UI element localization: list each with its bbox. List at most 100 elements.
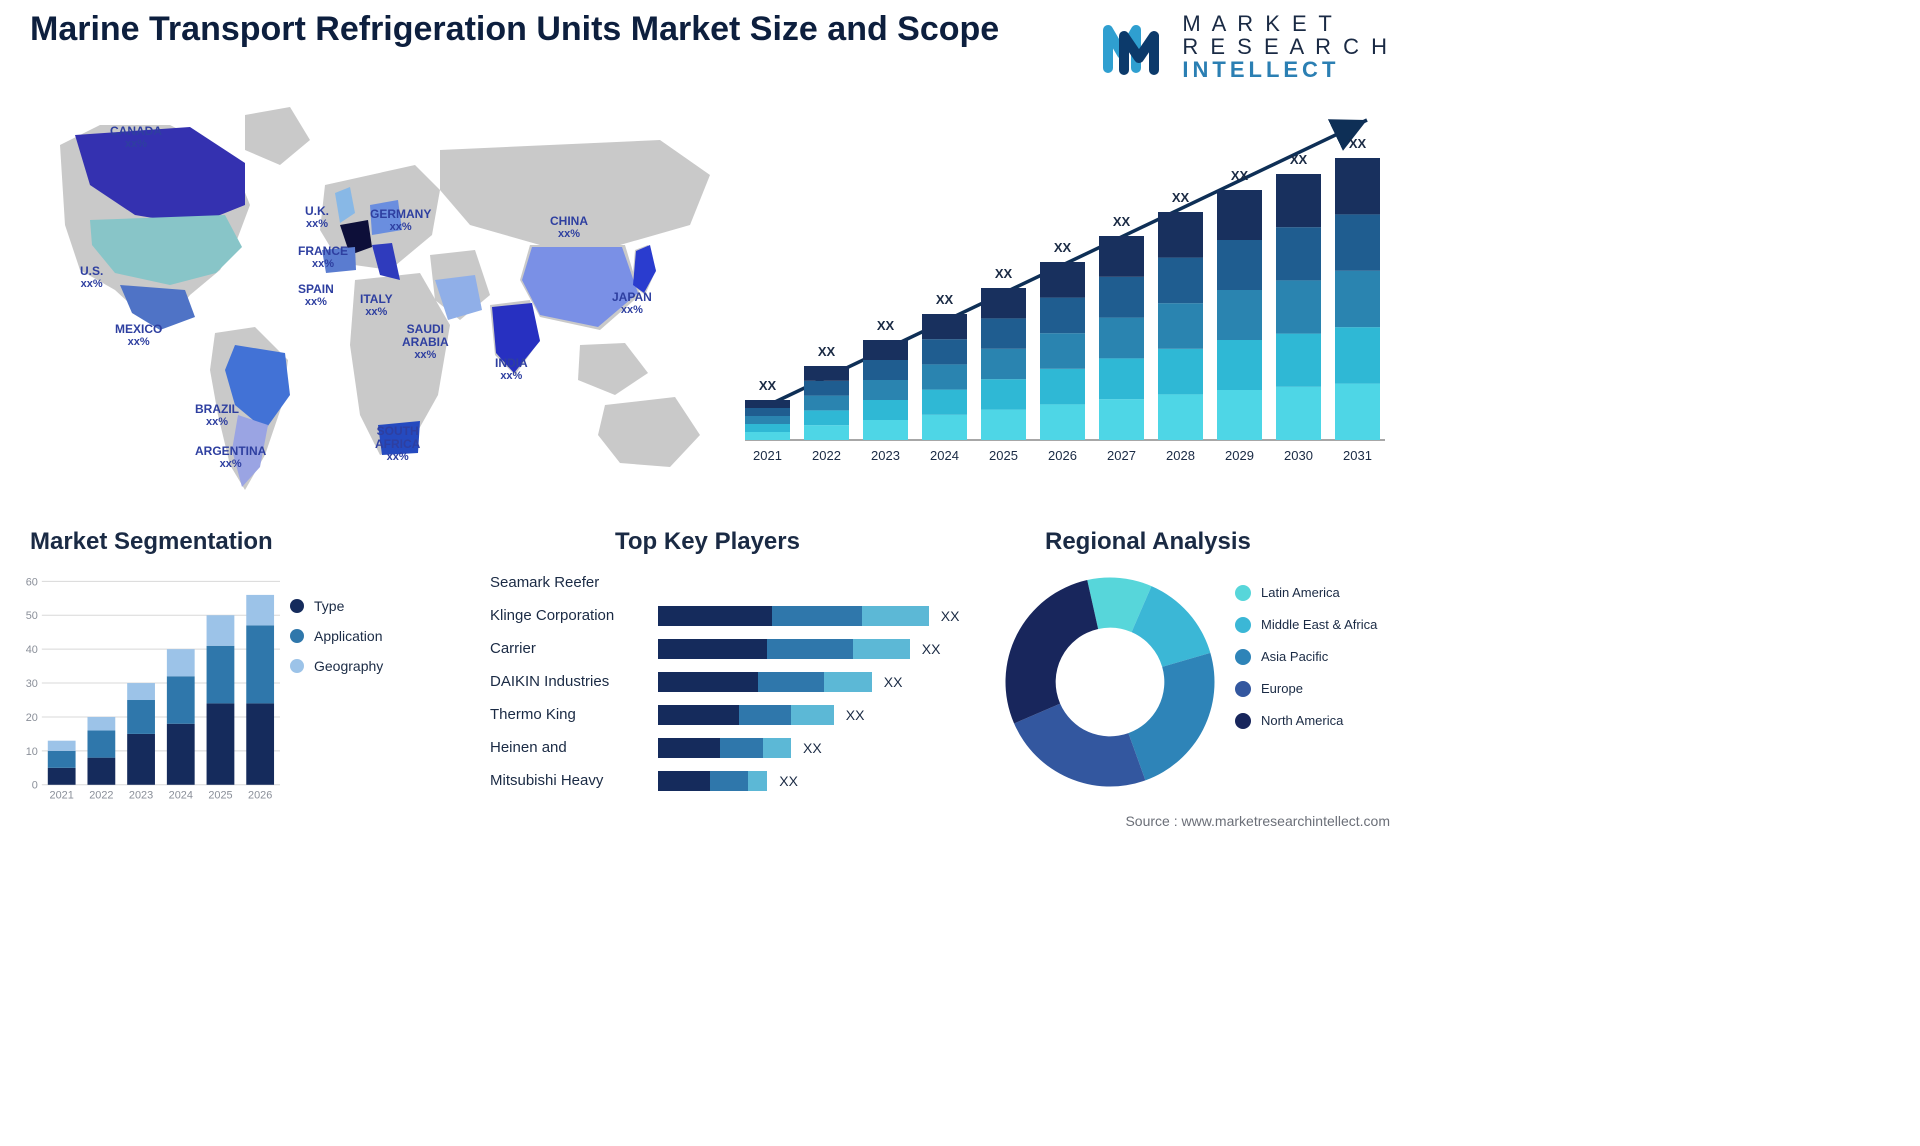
legend-item: Latin America xyxy=(1235,585,1405,601)
logo-text: M A R K E T R E S E A R C H INTELLECT xyxy=(1182,12,1390,81)
player-value: XX xyxy=(803,740,822,756)
player-row: DAIKIN Industries XX xyxy=(490,665,959,698)
svg-text:2021: 2021 xyxy=(50,790,74,802)
svg-text:2022: 2022 xyxy=(812,448,841,463)
logo-mark-icon xyxy=(1098,18,1168,76)
svg-text:XX: XX xyxy=(1113,214,1131,229)
player-value: XX xyxy=(779,773,798,789)
map-label: FRANCExx% xyxy=(298,245,348,270)
map-label: ARGENTINAxx% xyxy=(195,445,266,470)
player-row: Heinen and XX xyxy=(490,731,959,764)
svg-text:XX: XX xyxy=(1172,190,1190,205)
svg-text:30: 30 xyxy=(26,678,38,690)
svg-text:XX: XX xyxy=(995,266,1013,281)
map-label: JAPANxx% xyxy=(612,291,652,316)
heading-key-players: Top Key Players xyxy=(615,528,800,556)
svg-text:XX: XX xyxy=(759,378,777,393)
svg-text:2025: 2025 xyxy=(208,790,232,802)
player-bar xyxy=(658,738,791,758)
player-name: Mitsubishi Heavy xyxy=(490,772,658,789)
map-label: U.S.xx% xyxy=(80,265,103,290)
player-name: Klinge Corporation xyxy=(490,607,658,624)
svg-text:2024: 2024 xyxy=(930,448,959,463)
svg-text:2027: 2027 xyxy=(1107,448,1136,463)
map-label: INDIAxx% xyxy=(495,357,528,382)
svg-text:2025: 2025 xyxy=(989,448,1018,463)
svg-text:2029: 2029 xyxy=(1225,448,1254,463)
map-label: U.K.xx% xyxy=(305,205,329,230)
player-name: Seamark Reefer xyxy=(490,574,658,591)
player-row: Thermo King XX xyxy=(490,698,959,731)
svg-text:2024: 2024 xyxy=(169,790,193,802)
logo-line2: R E S E A R C H xyxy=(1182,35,1390,58)
svg-text:2028: 2028 xyxy=(1166,448,1195,463)
player-name: Heinen and xyxy=(490,739,658,756)
heading-segmentation: Market Segmentation xyxy=(30,528,273,556)
map-label: CANADAxx% xyxy=(110,125,162,150)
svg-text:0: 0 xyxy=(32,780,38,792)
map-label: SOUTHAFRICAxx% xyxy=(375,425,420,463)
legend-item: Asia Pacific xyxy=(1235,649,1405,665)
player-value: XX xyxy=(941,608,960,624)
svg-text:20: 20 xyxy=(26,712,38,724)
player-value: XX xyxy=(884,674,903,690)
player-bar xyxy=(658,771,767,791)
player-name: Carrier xyxy=(490,640,658,657)
svg-text:2022: 2022 xyxy=(89,790,113,802)
player-bar xyxy=(658,606,929,626)
svg-text:XX: XX xyxy=(1054,240,1072,255)
svg-text:2026: 2026 xyxy=(1048,448,1077,463)
heading-regional: Regional Analysis xyxy=(1045,528,1251,556)
source-line: Source : www.marketresearchintellect.com xyxy=(1125,813,1390,829)
infographic-page: { "title": "Marine Transport Refrigerati… xyxy=(0,0,1420,847)
regional-donut-chart xyxy=(1000,572,1220,792)
forecast-bar-chart: XX 2021 XX 2022 XX 2023 XX 2024 XX 2025 XX 2026 XX 20… xyxy=(745,110,1395,480)
svg-text:2030: 2030 xyxy=(1284,448,1313,463)
segmentation-chart: 0 10 20 30 40 50 60 2021 2022 2023 2024 2025 2026 xyxy=(20,565,280,815)
svg-text:2026: 2026 xyxy=(248,790,272,802)
world-map: CANADAxx% U.S.xx% MEXICOxx% BRAZILxx% ARGENT… xyxy=(20,95,720,495)
players-bar-chart: Seamark Reefer Klinge Corporation XX Car… xyxy=(490,566,980,826)
map-label: MEXICOxx% xyxy=(115,323,162,348)
player-name: DAIKIN Industries xyxy=(490,673,658,690)
svg-text:XX: XX xyxy=(1290,152,1308,167)
logo-line1: M A R K E T xyxy=(1182,12,1390,35)
svg-text:XX: XX xyxy=(1231,168,1249,183)
legend-item: Europe xyxy=(1235,681,1405,697)
player-row: Klinge Corporation XX xyxy=(490,599,959,632)
player-value: XX xyxy=(922,641,941,657)
svg-text:2023: 2023 xyxy=(871,448,900,463)
player-row: Mitsubishi Heavy XX xyxy=(490,764,959,797)
svg-text:XX: XX xyxy=(936,292,954,307)
legend-item: Geography xyxy=(290,658,440,674)
player-bar xyxy=(658,705,834,725)
page-title: Marine Transport Refrigeration Units Mar… xyxy=(30,10,999,49)
map-label: CHINAxx% xyxy=(550,215,588,240)
map-label: BRAZILxx% xyxy=(195,403,239,428)
player-bar xyxy=(658,672,872,692)
svg-text:XX: XX xyxy=(818,344,836,359)
legend-item: North America xyxy=(1235,713,1405,729)
map-label: SPAINxx% xyxy=(298,283,334,308)
player-row: Seamark Reefer xyxy=(490,566,959,599)
svg-text:XX: XX xyxy=(877,318,895,333)
svg-text:60: 60 xyxy=(26,576,38,588)
player-bar xyxy=(658,639,910,659)
svg-text:2023: 2023 xyxy=(129,790,153,802)
player-name: Thermo King xyxy=(490,706,658,723)
map-label: SAUDIARABIAxx% xyxy=(402,323,449,361)
svg-text:2031: 2031 xyxy=(1343,448,1372,463)
map-label: ITALYxx% xyxy=(360,293,393,318)
player-row: Carrier XX xyxy=(490,632,959,665)
svg-text:XX: XX xyxy=(1349,136,1367,151)
svg-text:40: 40 xyxy=(26,644,38,656)
regional-legend: Latin America Middle East & Africa Asia Pa… xyxy=(1235,585,1405,745)
legend-item: Application xyxy=(290,628,440,644)
player-value: XX xyxy=(846,707,865,723)
map-label: GERMANYxx% xyxy=(370,208,431,233)
svg-text:10: 10 xyxy=(26,746,38,758)
legend-item: Middle East & Africa xyxy=(1235,617,1405,633)
svg-text:50: 50 xyxy=(26,610,38,622)
brand-logo: M A R K E T R E S E A R C H INTELLECT xyxy=(1098,12,1390,81)
svg-text:2021: 2021 xyxy=(753,448,782,463)
